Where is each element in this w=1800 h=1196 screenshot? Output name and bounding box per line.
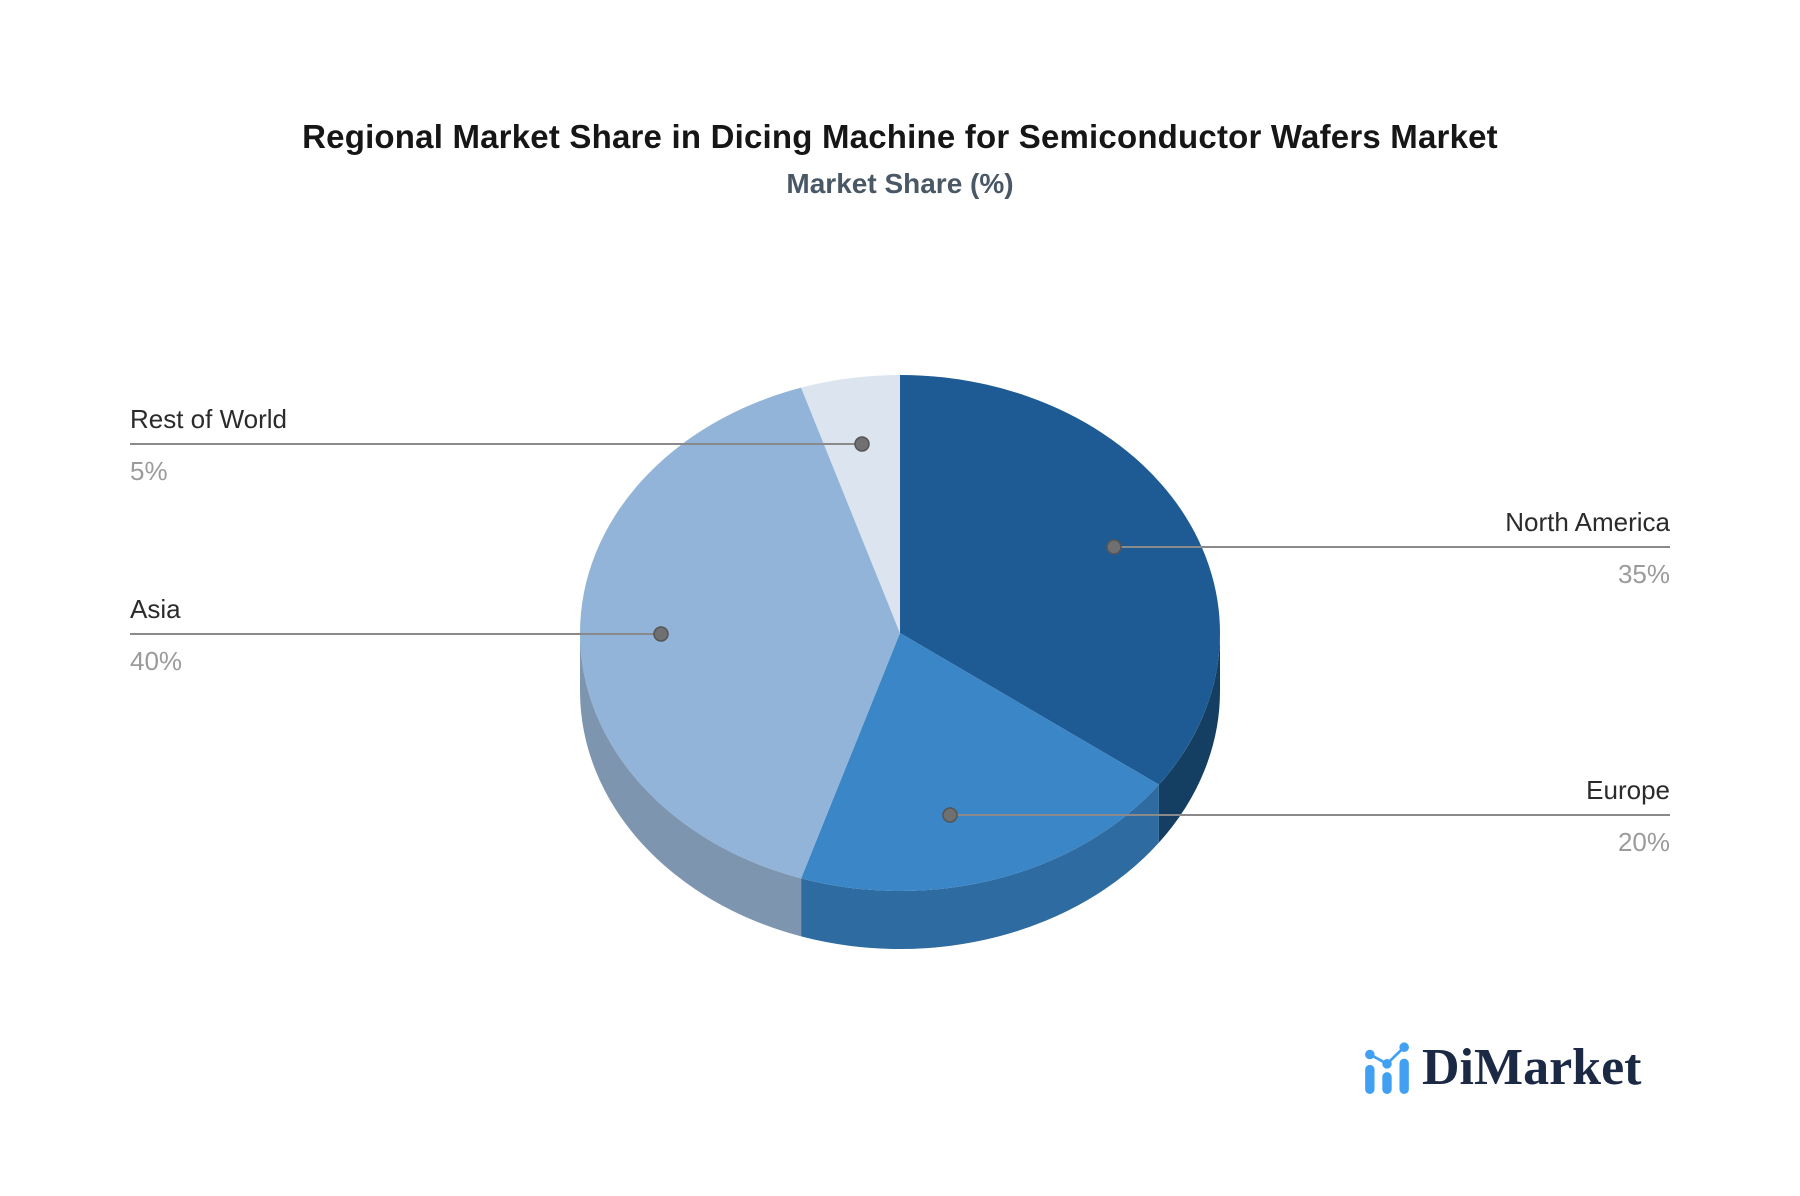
callout-label: Europe bbox=[1586, 775, 1670, 805]
callout-label: Asia bbox=[130, 594, 181, 624]
chart-subtitle: Market Share (%) bbox=[786, 168, 1014, 199]
pie-slice-asia[interactable] bbox=[580, 387, 900, 879]
pie-slice-side-north-america bbox=[1158, 633, 1220, 843]
pie-slice-rest-of-world[interactable] bbox=[801, 375, 900, 633]
callout-value: 20% bbox=[1617, 827, 1670, 857]
callout-value: 35% bbox=[1617, 559, 1670, 589]
pie-slice-north-america[interactable] bbox=[900, 375, 1220, 785]
logo: DiMarket bbox=[1363, 1040, 1641, 1096]
callout-dot-north-america bbox=[1106, 539, 1122, 555]
logo-text: DiMarket bbox=[1422, 1039, 1642, 1096]
callout-value: 5% bbox=[130, 456, 168, 486]
bar-chart-icon bbox=[1365, 1042, 1409, 1094]
pie-slice-side-europe bbox=[801, 784, 1159, 949]
callout-label: Rest of World bbox=[130, 404, 288, 434]
pie-slice-side-asia bbox=[580, 633, 802, 937]
callout-dot-europe bbox=[942, 807, 958, 823]
callout-value: 40% bbox=[130, 646, 183, 676]
callout-dot-asia bbox=[653, 626, 669, 642]
chart-title: Regional Market Share in Dicing Machine … bbox=[302, 118, 1498, 155]
pie-slice-europe[interactable] bbox=[801, 633, 1159, 891]
callout-dot-rest-of-world bbox=[854, 436, 870, 452]
callout-label: North America bbox=[1505, 507, 1670, 537]
